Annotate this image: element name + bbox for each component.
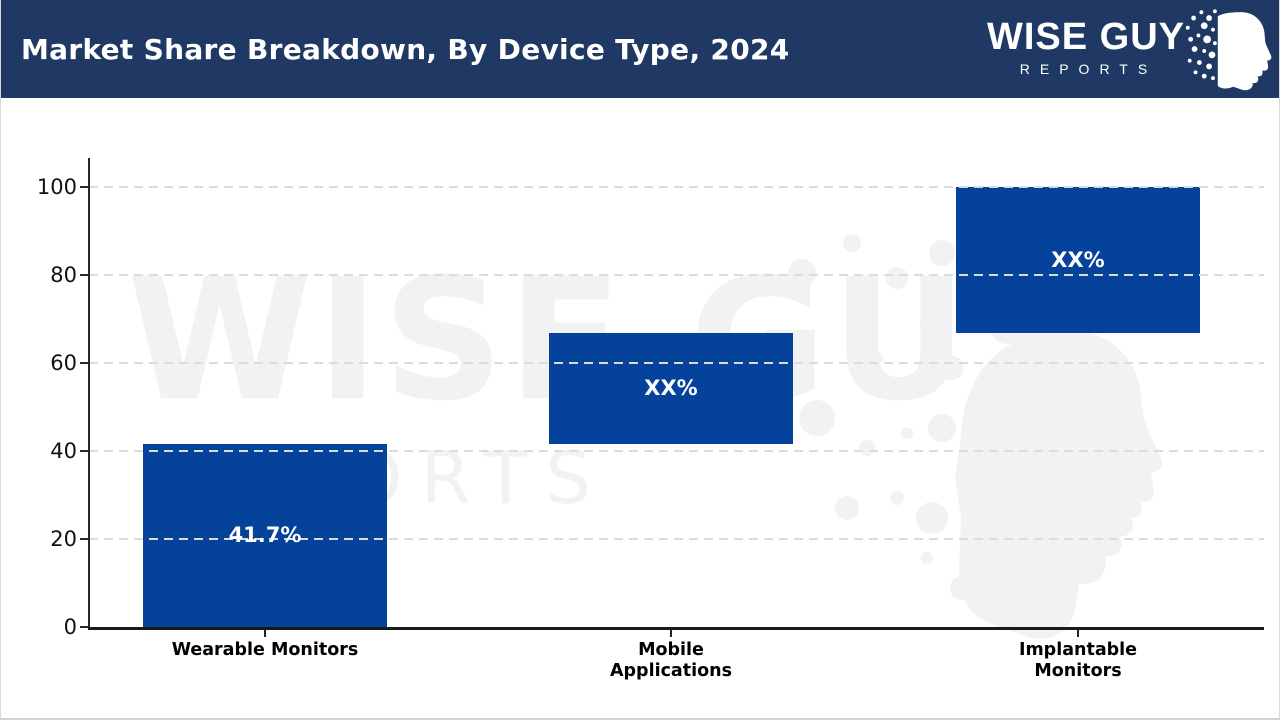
y-axis-tick-label: 60 [50, 351, 77, 375]
y-axis-tick-mark [80, 186, 88, 188]
bar-segment-2 [549, 332, 793, 444]
bar-value-label: XX% [644, 376, 698, 401]
x-axis-category-label: Mobile Applications [609, 640, 733, 681]
y-gridline-60 [89, 362, 1264, 364]
x-axis-category-label: Implantable Monitors [1018, 640, 1138, 681]
bar-value-label: 41.7% [228, 523, 302, 548]
y-axis-tick-mark [80, 450, 88, 452]
brand-logo-text: WISE GUY REPORTS [986, 16, 1185, 77]
y-gridline-100 [89, 186, 1264, 188]
x-axis-tick-mark [264, 629, 266, 637]
x-axis-tick-mark [1077, 629, 1079, 637]
bar-segment-3 [956, 187, 1200, 333]
bar-value-label: XX% [1051, 247, 1105, 272]
brand-logo: WISE GUY REPORTS [987, 2, 1275, 96]
brand-name: WISE GUY [986, 16, 1185, 58]
bar-segment-1 [143, 443, 387, 627]
y-gridline-80 [89, 274, 1264, 276]
y-axis-tick-label: 20 [50, 527, 77, 551]
x-axis-line [88, 627, 1264, 630]
y-axis-tick-label: 0 [63, 615, 77, 639]
y-axis-line [88, 158, 90, 629]
brand-subname: REPORTS [1019, 60, 1158, 77]
y-axis-tick-mark [80, 626, 88, 628]
y-axis-tick-mark [80, 274, 88, 276]
header-bar: Market Share Breakdown, By Device Type, … [1, 0, 1279, 98]
chart-title: Market Share Breakdown, By Device Type, … [21, 32, 790, 66]
y-axis-tick-label: 100 [36, 175, 77, 199]
y-gridline-40 [89, 450, 1264, 452]
y-axis-tick-label: 40 [50, 439, 77, 463]
y-gridline-20 [89, 538, 1264, 540]
brand-head-icon [1185, 9, 1272, 91]
y-axis-tick-label: 80 [50, 263, 77, 287]
x-axis-category-label: Wearable Monitors [171, 640, 359, 660]
plot-area: 0 20 40 60 80 100 41.7% Wearable Monitors XX% Mob… [1, 98, 1279, 718]
y-axis-tick-mark [80, 538, 88, 540]
y-axis-tick-mark [80, 362, 88, 364]
x-axis-tick-mark [670, 629, 672, 637]
